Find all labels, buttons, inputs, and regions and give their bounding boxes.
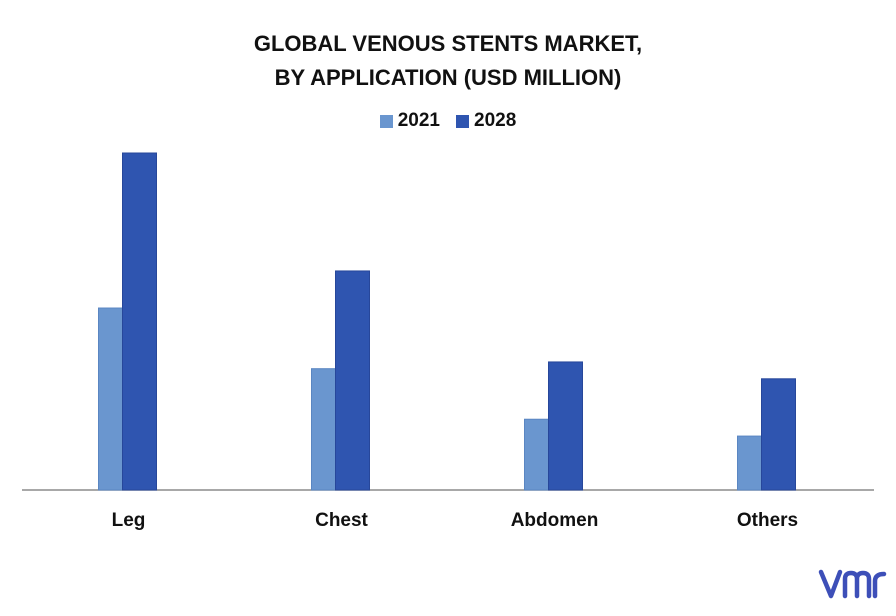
x-tick-label-chest: Chest: [315, 510, 368, 531]
bar-2028-abdomen: [548, 361, 583, 491]
legend-swatch-2028: [456, 114, 469, 128]
bar-2021-chest: [311, 368, 336, 491]
bar-2021-abdomen: [524, 418, 549, 491]
bar-2028-chest: [335, 270, 370, 491]
chart-title-line1: GLOBAL VENOUS STENTS MARKET,: [253, 31, 643, 56]
bar-2021-others: [737, 435, 762, 491]
legend-label-2021: 2021: [397, 110, 440, 131]
legend-label-2028: 2028: [474, 110, 517, 131]
x-tick-label-others: Others: [737, 510, 798, 531]
vmr-logo-icon: [818, 569, 887, 599]
legend-item-2021: 2021: [379, 110, 440, 132]
legend-swatch-2021: [379, 114, 393, 128]
legend-item-2028: 2028: [456, 110, 516, 132]
x-tick-label-leg: Leg: [112, 510, 146, 531]
chart-legend: 2021 2028: [0, 110, 896, 132]
bar-2028-leg: [122, 152, 157, 491]
x-tick-label-abdomen: Abdomen: [511, 510, 599, 531]
bar-2021-leg: [98, 307, 123, 491]
chart-title-line2: BY APPLICATION (USD MILLION): [274, 65, 622, 90]
bar-2028-others: [761, 378, 796, 491]
